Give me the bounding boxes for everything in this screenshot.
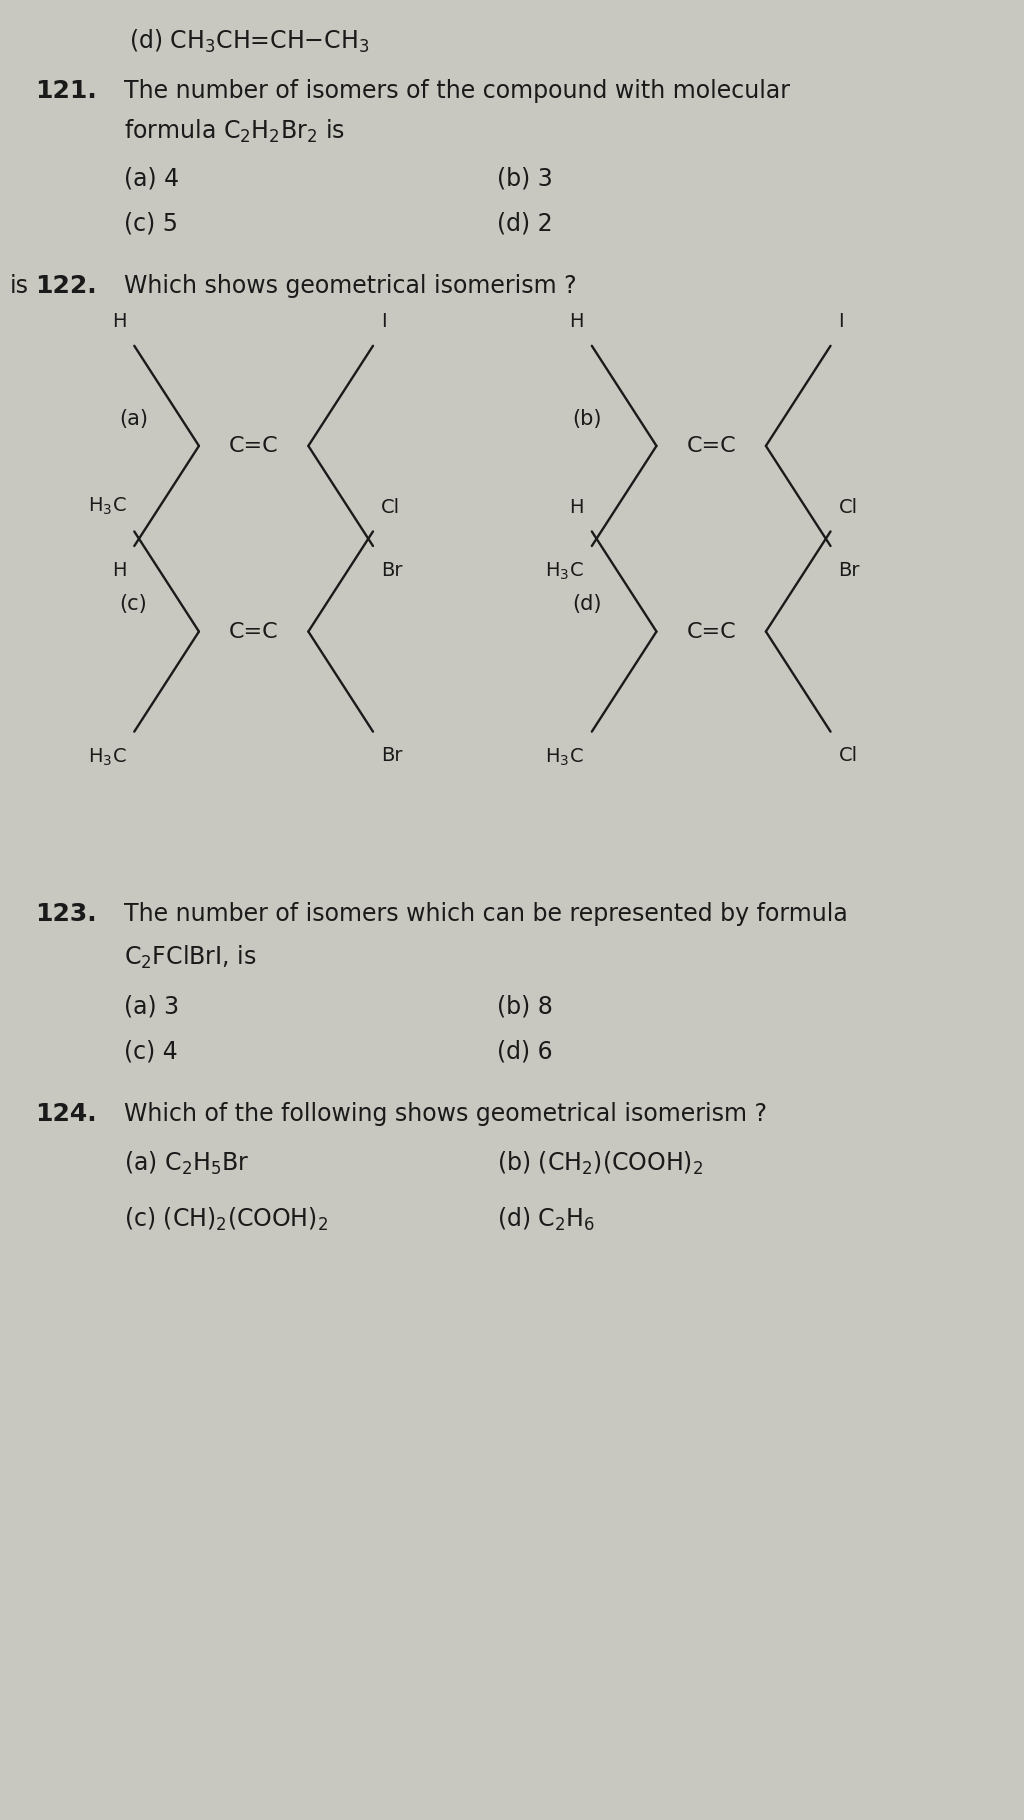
Text: H$_3$C: H$_3$C (88, 746, 126, 768)
Text: I: I (839, 313, 844, 331)
Text: (a) C$_2$H$_5$Br: (a) C$_2$H$_5$Br (124, 1150, 250, 1176)
Text: Br: Br (839, 561, 860, 579)
Text: (d) C$_2$H$_6$: (d) C$_2$H$_6$ (498, 1207, 596, 1232)
Text: (b) (CH$_2$)(COOH)$_2$: (b) (CH$_2$)(COOH)$_2$ (498, 1150, 703, 1176)
Text: (d) 2: (d) 2 (498, 211, 553, 237)
Text: The number of isomers of the compound with molecular: The number of isomers of the compound wi… (124, 78, 791, 104)
Text: (b) 8: (b) 8 (498, 994, 553, 1019)
Text: Br: Br (381, 561, 402, 579)
Text: H$_3$C: H$_3$C (545, 561, 584, 582)
Text: H$_3$C: H$_3$C (88, 495, 126, 517)
Text: 121.: 121. (35, 78, 96, 104)
Text: 124.: 124. (35, 1101, 96, 1127)
Text: (c) 5: (c) 5 (124, 211, 178, 237)
Text: (a): (a) (120, 410, 148, 428)
Text: (b) 3: (b) 3 (498, 166, 553, 191)
Text: (c) (CH)$_2$(COOH)$_2$: (c) (CH)$_2$(COOH)$_2$ (124, 1207, 329, 1232)
Text: C=C: C=C (228, 622, 279, 641)
Text: Br: Br (381, 746, 402, 764)
Text: C=C: C=C (228, 437, 279, 455)
Text: 123.: 123. (35, 901, 96, 926)
Text: (d) 6: (d) 6 (498, 1039, 553, 1065)
Text: H: H (112, 561, 126, 579)
Text: I: I (381, 313, 387, 331)
Text: H: H (112, 313, 126, 331)
Text: C=C: C=C (686, 437, 736, 455)
Text: (d): (d) (572, 595, 601, 613)
Text: is: is (10, 273, 29, 298)
Text: H: H (569, 313, 584, 331)
Text: H$_3$C: H$_3$C (545, 746, 584, 768)
Text: (c): (c) (120, 595, 147, 613)
Text: (b): (b) (572, 410, 601, 428)
Text: Cl: Cl (381, 499, 400, 517)
Text: Which of the following shows geometrical isomerism ?: Which of the following shows geometrical… (124, 1101, 767, 1127)
Text: Which shows geometrical isomerism ?: Which shows geometrical isomerism ? (124, 273, 577, 298)
Text: 122.: 122. (35, 273, 96, 298)
Text: Cl: Cl (839, 746, 858, 764)
Text: The number of isomers which can be represented by formula: The number of isomers which can be repre… (124, 901, 848, 926)
Text: Cl: Cl (839, 499, 858, 517)
Text: (d) CH$_3$CH=CH$-$CH$_3$: (d) CH$_3$CH=CH$-$CH$_3$ (129, 29, 370, 55)
Text: H: H (569, 499, 584, 517)
Text: (a) 3: (a) 3 (124, 994, 179, 1019)
Text: C$_2$FClBrI, is: C$_2$FClBrI, is (124, 945, 257, 970)
Text: (c) 4: (c) 4 (124, 1039, 178, 1065)
Text: (a) 4: (a) 4 (124, 166, 179, 191)
Text: C=C: C=C (686, 622, 736, 641)
Text: formula C$_2$H$_2$Br$_2$ is: formula C$_2$H$_2$Br$_2$ is (124, 118, 345, 144)
